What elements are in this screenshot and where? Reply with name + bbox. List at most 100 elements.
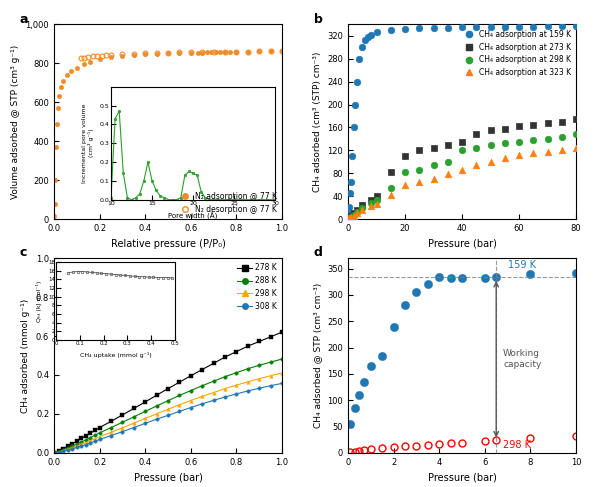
- CH₄ adsorption at 159 K: [352, 78, 361, 86]
- CH₄ adsorption at 323 K: [486, 158, 496, 166]
- CH₄ adsorption at 323 K: [366, 202, 376, 210]
- CH₄ adsorption at 323 K: [543, 148, 553, 155]
- CH₄ adsorption at 273 K: [346, 212, 356, 220]
- CH₄ adsorption at 273 K: [352, 206, 361, 214]
- CH₄ adsorption at 159 K: [400, 25, 410, 33]
- CH₄ adsorption at 159 K: [360, 37, 370, 44]
- CH₄ adsorption at 159 K: [344, 203, 354, 210]
- CH₄ adsorption at 273 K: [344, 215, 353, 223]
- CH₄ adsorption at 159 K: [529, 23, 538, 31]
- CH₄ adsorption at 298 K: [443, 158, 452, 166]
- CH₄ adsorption at 298 K: [366, 199, 376, 207]
- CH₄ adsorption at 159 K: [415, 24, 424, 32]
- CH₄ adsorption at 159 K: [443, 24, 452, 32]
- CH₄ adsorption at 273 K: [457, 138, 467, 146]
- CH₄ adsorption at 323 K: [457, 167, 467, 174]
- CH₄ adsorption at 298 K: [349, 211, 359, 219]
- CH₄ adsorption at 298 K: [543, 135, 553, 143]
- CH₄ adsorption at 159 K: [472, 23, 481, 31]
- Y-axis label: CH₄ adsorbed (cm³ (STP) cm⁻³): CH₄ adsorbed (cm³ (STP) cm⁻³): [313, 52, 322, 192]
- CH₄ adsorption at 298 K: [400, 169, 410, 176]
- Text: 298 K: 298 K: [503, 440, 531, 450]
- CH₄ adsorption at 159 K: [457, 23, 467, 31]
- CH₄ adsorption at 159 K: [350, 101, 360, 109]
- CH₄ adsorption at 273 K: [358, 202, 367, 209]
- CH₄ adsorption at 273 K: [514, 122, 524, 130]
- CH₄ adsorption at 159 K: [363, 33, 373, 41]
- CH₄ adsorption at 323 K: [358, 206, 367, 214]
- Text: d: d: [314, 246, 323, 260]
- CH₄ adsorption at 273 K: [400, 152, 410, 160]
- CH₄ adsorption at 159 K: [486, 23, 496, 31]
- X-axis label: Pressure (bar): Pressure (bar): [134, 472, 202, 482]
- CH₄ adsorption at 298 K: [386, 184, 395, 191]
- CH₄ adsorption at 159 K: [372, 28, 382, 36]
- Text: a: a: [20, 13, 28, 26]
- X-axis label: Relative pressure (P/P₀): Relative pressure (P/P₀): [110, 239, 226, 248]
- CH₄ adsorption at 298 K: [472, 144, 481, 151]
- X-axis label: Pressure (bar): Pressure (bar): [428, 239, 496, 248]
- CH₄ adsorption at 298 K: [457, 147, 467, 154]
- Y-axis label: CH₄ adsorbed @ STP (cm³ cm⁻³): CH₄ adsorbed @ STP (cm³ cm⁻³): [313, 283, 322, 428]
- CH₄ adsorption at 323 K: [428, 175, 438, 183]
- CH₄ adsorption at 323 K: [400, 181, 410, 188]
- CH₄ adsorption at 273 K: [443, 141, 452, 149]
- CH₄ adsorption at 159 K: [344, 209, 353, 217]
- CH₄ adsorption at 159 K: [346, 178, 356, 186]
- CH₄ adsorption at 298 K: [358, 204, 367, 211]
- CH₄ adsorption at 298 K: [486, 141, 496, 149]
- CH₄ adsorption at 323 K: [443, 170, 452, 178]
- Text: 159 K: 159 K: [508, 260, 536, 270]
- CH₄ adsorption at 273 K: [486, 127, 496, 134]
- CH₄ adsorption at 323 K: [557, 147, 566, 154]
- CH₄ adsorption at 273 K: [415, 147, 424, 154]
- CH₄ adsorption at 273 K: [500, 125, 509, 132]
- CH₄ adsorption at 298 K: [514, 138, 524, 146]
- Text: b: b: [314, 13, 323, 26]
- CH₄ adsorption at 273 K: [529, 121, 538, 129]
- CH₄ adsorption at 159 K: [366, 31, 376, 38]
- CH₄ adsorption at 159 K: [358, 43, 367, 51]
- CH₄ adsorption at 273 K: [557, 118, 566, 126]
- X-axis label: Pressure (bar): Pressure (bar): [428, 472, 496, 482]
- Y-axis label: CH₄ adsorbed (mmol g⁻¹): CH₄ adsorbed (mmol g⁻¹): [22, 299, 31, 412]
- CH₄ adsorption at 273 K: [428, 144, 438, 151]
- CH₄ adsorption at 159 K: [543, 22, 553, 30]
- CH₄ adsorption at 159 K: [500, 23, 509, 31]
- CH₄ adsorption at 323 K: [415, 178, 424, 186]
- CH₄ adsorption at 273 K: [386, 169, 395, 176]
- CH₄ adsorption at 273 K: [344, 213, 354, 221]
- CH₄ adsorption at 273 K: [543, 119, 553, 127]
- Legend: N₂ adsorption @ 77 K, N₂ desorption @ 77 K: N₂ adsorption @ 77 K, N₂ desorption @ 77…: [176, 190, 278, 215]
- CH₄ adsorption at 159 K: [386, 26, 395, 34]
- CH₄ adsorption at 323 K: [344, 215, 353, 223]
- CH₄ adsorption at 159 K: [514, 23, 524, 31]
- CH₄ adsorption at 323 K: [386, 191, 395, 199]
- CH₄ adsorption at 323 K: [372, 200, 382, 207]
- CH₄ adsorption at 159 K: [355, 55, 364, 63]
- CH₄ adsorption at 159 K: [349, 124, 359, 131]
- CH₄ adsorption at 298 K: [571, 131, 581, 138]
- Y-axis label: Volume adsorbed @ STP (cm³ g⁻¹): Volume adsorbed @ STP (cm³ g⁻¹): [11, 45, 20, 199]
- CH₄ adsorption at 298 K: [344, 215, 353, 223]
- CH₄ adsorption at 159 K: [571, 22, 581, 30]
- Legend: CH₄ adsorption at 159 K, CH₄ adsorption at 273 K, CH₄ adsorption at 298 K, CH₄ a: CH₄ adsorption at 159 K, CH₄ adsorption …: [460, 28, 572, 79]
- CH₄ adsorption at 298 K: [372, 196, 382, 204]
- CH₄ adsorption at 298 K: [529, 136, 538, 144]
- CH₄ adsorption at 273 K: [571, 115, 581, 123]
- CH₄ adsorption at 298 K: [352, 208, 361, 216]
- CH₄ adsorption at 273 K: [472, 131, 481, 138]
- CH₄ adsorption at 323 K: [349, 212, 359, 220]
- CH₄ adsorption at 323 K: [344, 214, 354, 222]
- CH₄ adsorption at 273 K: [372, 192, 382, 200]
- CH₄ adsorption at 323 K: [346, 213, 356, 221]
- CH₄ adsorption at 323 K: [472, 161, 481, 169]
- Text: Working
capacity: Working capacity: [503, 350, 541, 369]
- CH₄ adsorption at 273 K: [349, 209, 359, 217]
- Text: c: c: [20, 246, 27, 260]
- CH₄ adsorption at 323 K: [352, 209, 361, 217]
- CH₄ adsorption at 298 K: [500, 139, 509, 147]
- CH₄ adsorption at 159 K: [347, 152, 357, 160]
- CH₄ adsorption at 273 K: [366, 196, 376, 204]
- CH₄ adsorption at 298 K: [344, 214, 354, 222]
